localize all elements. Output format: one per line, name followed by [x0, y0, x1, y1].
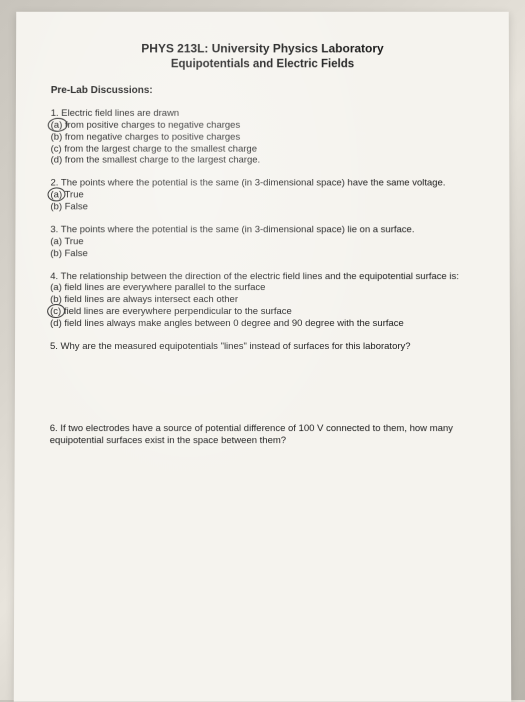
q4-option-a: (a) field lines are everywhere parallel …: [50, 282, 475, 294]
q2-stem: 2. The points where the potential is the…: [51, 178, 475, 190]
q6-text: 6. If two electrodes have a source of po…: [50, 423, 476, 447]
q1-option-a: (a) from positive charges to negative ch…: [51, 120, 475, 132]
question-2: 2. The points where the potential is the…: [50, 178, 474, 213]
question-3: 3. The points where the potential is the…: [50, 224, 474, 260]
q2-option-a: (a) True: [50, 190, 474, 202]
q1-stem: 1. Electric field lines are drawn: [51, 108, 475, 120]
q5-text: 5. Why are the measured equipotentials "…: [50, 341, 475, 353]
q3-option-a: (a) True: [50, 236, 474, 248]
q3-option-b: (b) False: [50, 248, 474, 260]
lab-subtitle: Equipotentials and Electric Fields: [51, 57, 474, 71]
question-1: 1. Electric field lines are drawn (a) fr…: [51, 108, 475, 167]
section-heading: Pre-Lab Discussions:: [51, 85, 474, 97]
q1-option-c: (c) from the largest charge to the small…: [51, 143, 475, 155]
question-6: 6. If two electrodes have a source of po…: [50, 423, 476, 447]
worksheet-paper: PHYS 213L: University Physics Laboratory…: [14, 12, 511, 702]
q3-stem: 3. The points where the potential is the…: [50, 224, 474, 236]
question-4: 4. The relationship between the directio…: [50, 271, 475, 330]
q4-option-d: (d) field lines always make angles betwe…: [50, 318, 475, 330]
q4-option-b: (b) field lines are always intersect eac…: [50, 294, 475, 306]
q1-option-d: (d) from the smallest charge to the larg…: [51, 155, 475, 167]
course-title: PHYS 213L: University Physics Laboratory: [51, 41, 474, 56]
q4-option-c: (c) field lines are everywhere perpendic…: [50, 306, 475, 318]
q1-option-b: (b) from negative charges to positive ch…: [51, 131, 475, 143]
q2-option-b: (b) False: [50, 201, 474, 213]
q4-stem: 4. The relationship between the directio…: [50, 271, 475, 283]
question-5: 5. Why are the measured equipotentials "…: [50, 341, 475, 353]
